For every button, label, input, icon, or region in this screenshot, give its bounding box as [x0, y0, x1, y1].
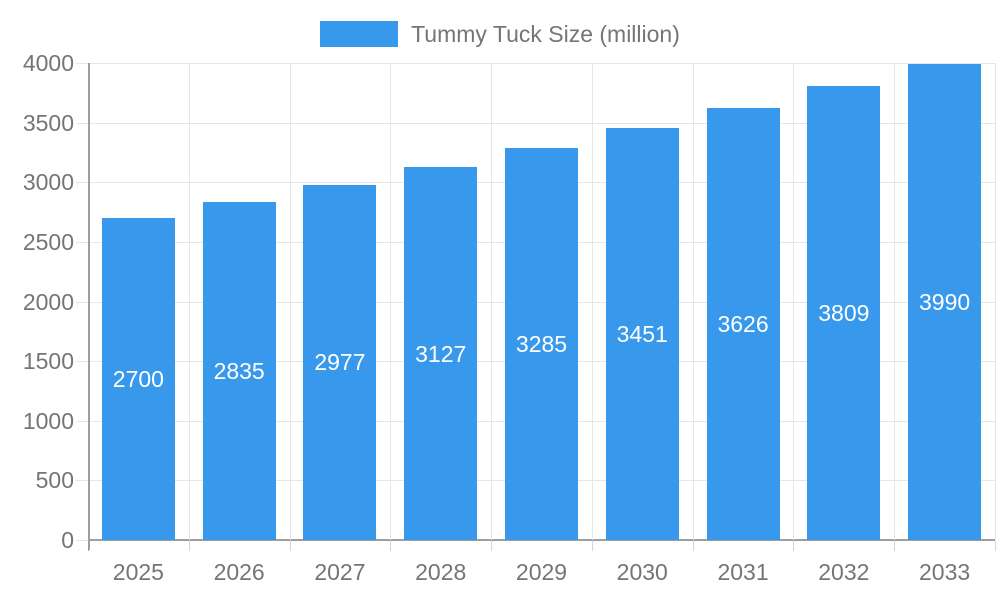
bar-value-label: 2977: [314, 349, 366, 376]
x-axis-label: 2028: [415, 559, 467, 585]
bar[interactable]: [202, 201, 276, 540]
bar[interactable]: [706, 107, 780, 540]
y-axis-tick: [76, 361, 88, 363]
y-axis-label: 4000: [22, 50, 74, 76]
vertical-gridline: [995, 63, 996, 540]
horizontal-gridline: [88, 122, 995, 124]
x-axis-line: [88, 539, 995, 541]
y-axis-tick: [76, 301, 88, 303]
y-axis-label: 1500: [22, 348, 74, 375]
bar[interactable]: [101, 218, 175, 540]
vertical-gridline: [390, 63, 392, 540]
x-axis-label: 2031: [717, 559, 769, 585]
y-axis-tick: [76, 540, 88, 541]
y-axis-label: 1000: [22, 407, 74, 434]
x-axis-tick: [692, 541, 694, 551]
bar-value-label: 3127: [415, 340, 467, 367]
legend-swatch: [320, 21, 399, 47]
y-axis-tick: [76, 182, 88, 184]
bar-value-label: 2700: [112, 366, 164, 392]
y-axis-label: 0: [61, 527, 74, 553]
vertical-gridline: [692, 63, 694, 540]
horizontal-gridline: [88, 63, 995, 64]
x-axis-tick: [289, 541, 291, 551]
y-axis-label: 3000: [22, 169, 74, 196]
y-axis-label: 2000: [22, 288, 74, 315]
x-axis-label: 2030: [616, 559, 668, 585]
bar[interactable]: [404, 167, 478, 540]
vertical-gridline: [591, 63, 593, 540]
vertical-gridline: [793, 63, 795, 540]
vertical-gridline: [188, 63, 190, 540]
bar-value-label: 3809: [818, 299, 870, 326]
vertical-gridline: [289, 63, 291, 540]
bar-value-label: 3451: [616, 321, 668, 348]
bar[interactable]: [908, 64, 982, 540]
bar-value-label: 3626: [717, 310, 769, 337]
bar[interactable]: [505, 148, 578, 540]
y-axis-label: 500: [35, 467, 74, 494]
vertical-gridline: [491, 63, 493, 540]
x-axis-label: 2032: [818, 559, 870, 585]
y-axis-tick: [76, 480, 88, 482]
y-axis-label: 3500: [22, 109, 74, 136]
x-axis-tick: [591, 541, 593, 551]
x-axis-tick: [793, 541, 795, 551]
legend-label: Tummy Tuck Size (million): [411, 20, 680, 47]
bar-value-label: 2835: [213, 357, 265, 384]
bar[interactable]: [605, 128, 679, 540]
y-axis-tick: [76, 241, 88, 243]
y-axis-tick: [76, 122, 88, 124]
x-axis-tick: [894, 541, 896, 551]
vertical-gridline: [894, 63, 896, 540]
x-axis-label: 2027: [314, 559, 366, 585]
bar[interactable]: [807, 85, 881, 540]
y-axis-tick: [76, 63, 88, 64]
bar-value-label: 3990: [919, 289, 971, 316]
x-axis-label: 2025: [112, 559, 164, 585]
bar-value-label: 3285: [515, 331, 568, 358]
x-axis-tick: [995, 541, 996, 551]
x-axis-label: 2026: [213, 559, 265, 585]
x-axis-tick: [188, 541, 190, 551]
bar[interactable]: [303, 184, 377, 540]
x-axis-tick: [390, 541, 392, 551]
x-axis-label: 2033: [919, 559, 971, 585]
y-axis-line: [88, 63, 90, 550]
x-axis-tick: [491, 541, 493, 551]
y-axis-label: 2500: [22, 228, 74, 255]
y-axis-tick: [76, 420, 88, 422]
chart-legend[interactable]: Tummy Tuck Size (million): [0, 20, 1000, 48]
x-axis-label: 2029: [515, 559, 568, 585]
